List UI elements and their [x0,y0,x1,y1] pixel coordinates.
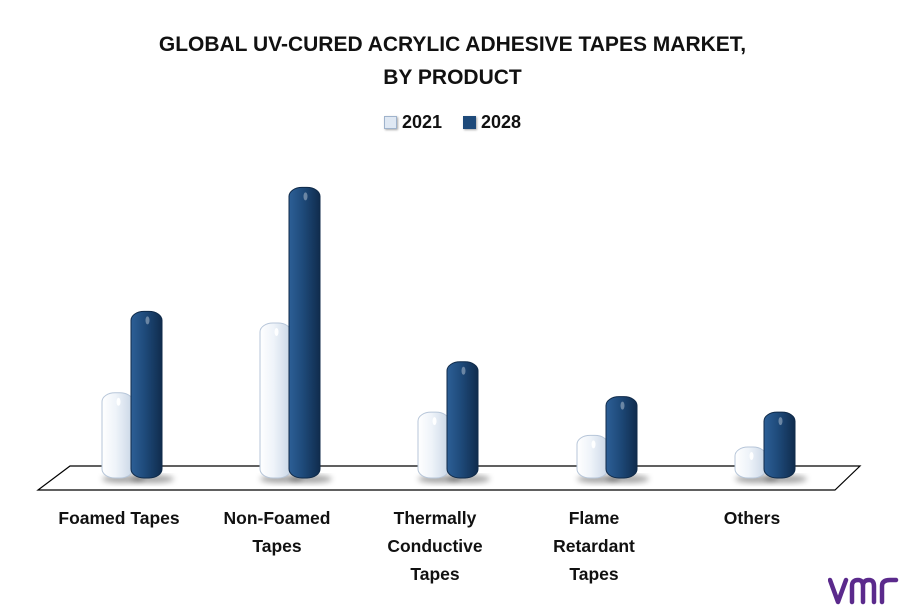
bar-highlight [620,401,625,410]
legend-item-2021: 2021 [383,112,442,133]
category-label-line: Tapes [410,564,460,584]
chart-title-line-1: GLOBAL UV-CURED ACRYLIC ADHESIVE TAPES M… [158,33,747,56]
category-label: Thermally Conductive Tapes [360,504,510,588]
bar-highlight [274,328,279,336]
category-label-line: Conductive [387,536,483,556]
bar-highlight [749,452,754,460]
bar-2028-non-foamed-tapes [288,186,321,479]
category-label-line: Non-Foamed [223,508,331,528]
category-label-line: Tapes [252,536,302,556]
category-label-line: Others [723,508,781,528]
legend-swatch-2021 [383,116,397,129]
bar-highlight [778,417,783,426]
category-label: Non-Foamed Tapes [202,504,352,560]
legend-label-2021: 2021 [401,112,442,132]
bar-highlight [432,417,437,426]
legend-label-2028: 2028 [481,112,522,132]
chart-title: GLOBAL UV-CURED ACRYLIC ADHESIVE TAPES M… [0,28,905,94]
chart-legend: 2021 2028 [0,112,905,134]
legend-item-2028: 2028 [463,112,521,133]
category-label-line: Thermally [393,508,477,528]
category-label: Foamed Tapes [44,504,194,532]
category-label-line: Tapes [569,564,619,584]
category-label-line: Foamed Tapes [58,508,180,528]
bar-highlight [591,440,596,449]
category-label-line: Flame [568,508,620,528]
bar-highlight [116,397,121,406]
bar-2028-thermally-conductive-tapes [446,361,479,479]
bar-2028-others [763,411,796,479]
bar-2021-foamed-tapes [101,392,134,479]
bar-highlight [303,192,308,201]
bar-2028-foamed-tapes [130,310,163,479]
bar-2028-flame-retardant-tapes [605,396,638,479]
vmr-logo [828,577,899,605]
category-label: Flame Retardant Tapes [519,504,669,588]
bar-2021-others [734,446,767,479]
bar-highlight [145,316,150,325]
legend-swatch-2028 [463,116,476,129]
bar-2021-non-foamed-tapes [259,322,292,479]
bar-highlight [461,366,466,375]
chart-title-line-2: BY PRODUCT [383,66,522,89]
category-label: Others [677,504,827,532]
category-label-line: Retardant [553,536,635,556]
